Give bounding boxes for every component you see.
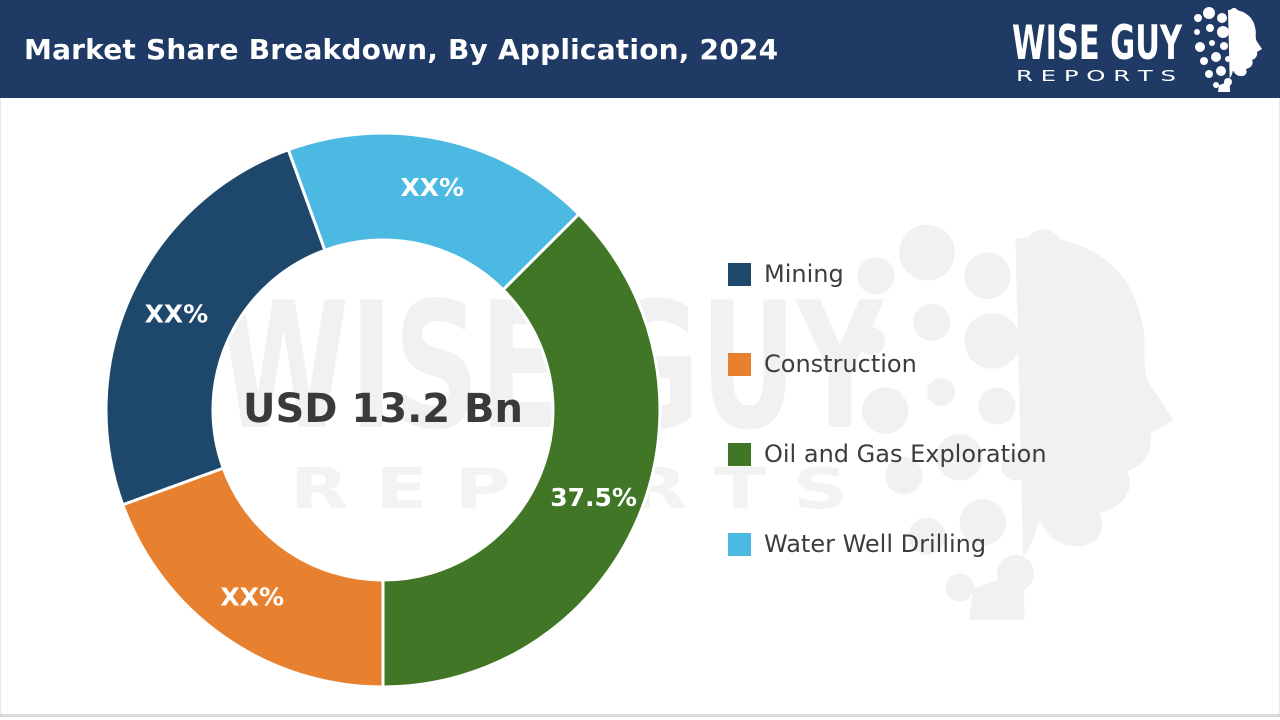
legend-label: Mining (764, 260, 844, 288)
legend-item-construction: Construction (728, 350, 1047, 378)
legend-swatch-construction (728, 352, 751, 376)
donut-slice-oil-and-gas-exploration (381, 212, 662, 689)
donut-center-label: USD 13.2 Bn (243, 386, 523, 432)
legend-swatch-mining (728, 262, 751, 286)
page-title: Market Share Breakdown, By Application, … (24, 32, 779, 66)
legend-label: Water Well Drilling (764, 530, 987, 558)
header: Market Share Breakdown, By Application, … (0, 0, 1280, 98)
legend-label: Oil and Gas Exploration (764, 440, 1047, 468)
bottom-divider (0, 714, 1280, 717)
slice-label-construction: XX% (220, 583, 284, 612)
legend: Mining Construction Oil and Gas Exploratio… (728, 260, 1047, 622)
slice-label-mining: XX% (145, 299, 209, 328)
logo-wordmark-line1: WISE GUY (1012, 16, 1183, 71)
logo: WISE GUY R E P O R T S (1012, 7, 1262, 92)
legend-item-mining: Mining (728, 260, 1047, 288)
legend-label: Construction (764, 350, 917, 378)
legend-swatch-water-well-drilling (728, 532, 751, 556)
logo-head-icon (1194, 7, 1262, 92)
donut-slice-mining (104, 148, 327, 507)
donut-slice-construction (121, 466, 385, 689)
legend-item-water-well-drilling: Water Well Drilling (728, 530, 1047, 558)
slice-label-oil-and-gas-exploration: 37.5% (550, 483, 637, 512)
left-border (0, 98, 1, 716)
legend-item-oil-and-gas-exploration: Oil and Gas Exploration (728, 440, 1047, 468)
donut-chart: XX% 37.5% XX% XX% (104, 131, 662, 689)
slice-label-water-well-drilling: XX% (400, 173, 464, 202)
logo-wordmark-line2: R E P O R T S (1016, 67, 1176, 85)
legend-swatch-oil-and-gas-exploration (728, 442, 751, 466)
donut-slice-water-well-drilling (286, 131, 581, 292)
